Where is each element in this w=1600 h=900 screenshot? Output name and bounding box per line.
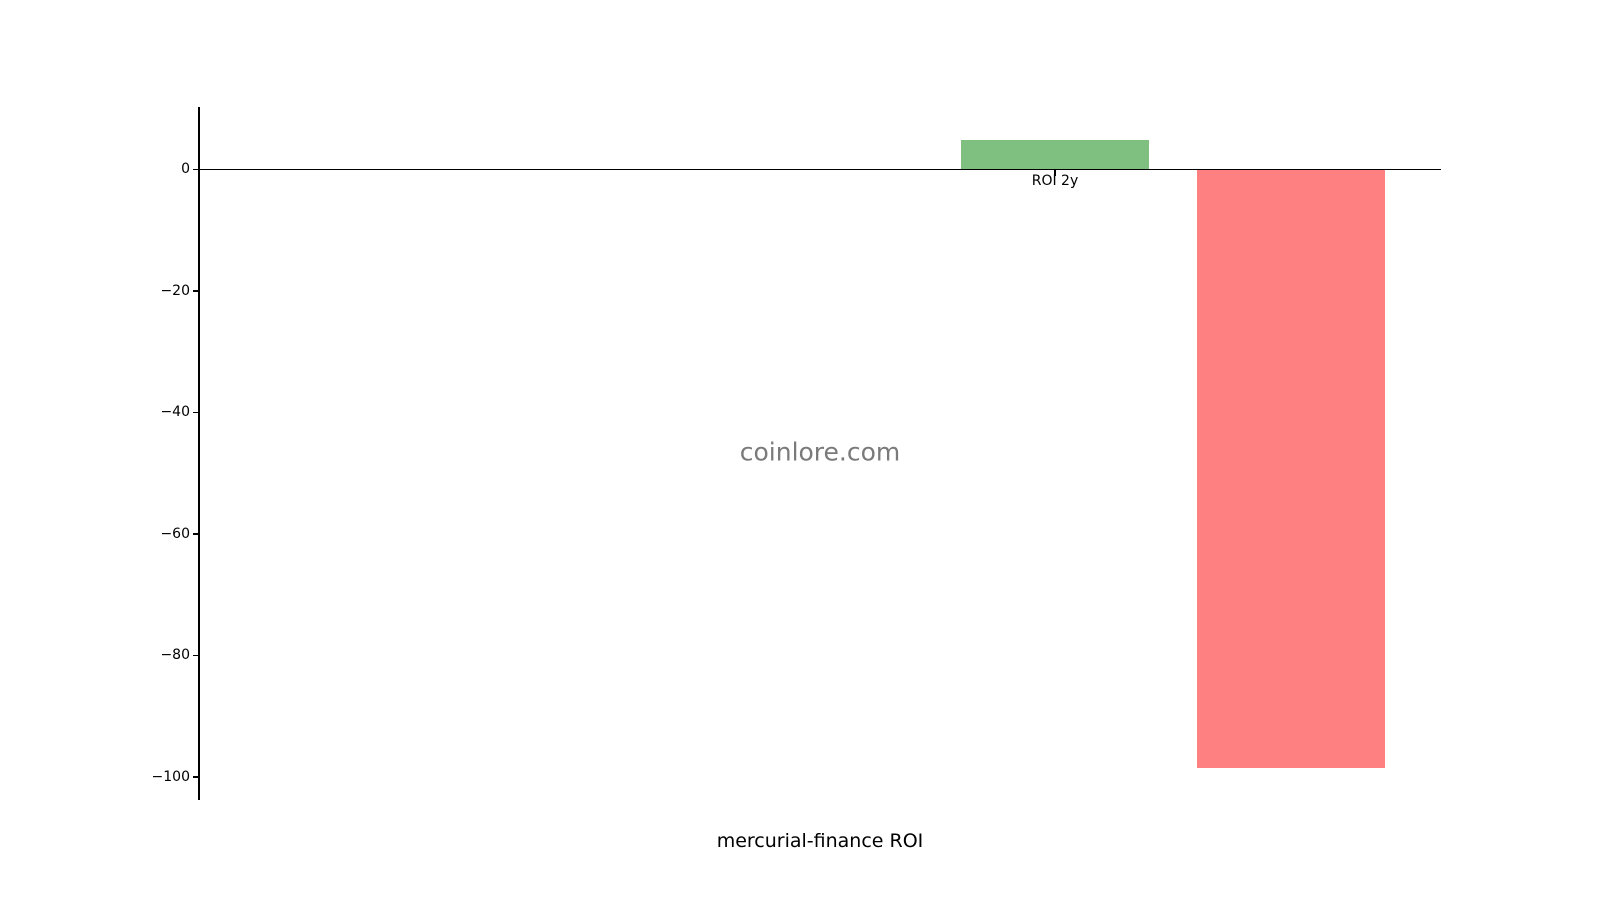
- x-axis-title: mercurial-finance ROI: [716, 830, 924, 852]
- y-tick-mark: [193, 654, 199, 657]
- y-tick-label: 0: [181, 161, 190, 177]
- y-tick-mark: [193, 411, 199, 414]
- bar-roi-2y: [961, 139, 1149, 170]
- y-tick-mark: [193, 533, 199, 535]
- zero-axis-line: [198, 168, 1442, 171]
- x-tick-label: ROI 2y: [1031, 173, 1079, 189]
- watermark-text: coinlore.com: [739, 437, 901, 467]
- y-tick-mark: [193, 290, 199, 292]
- y-tick-label: −20: [160, 282, 190, 299]
- y-tick-label: −40: [160, 404, 190, 420]
- y-tick-label: −80: [160, 647, 190, 663]
- y-axis-spine: [198, 107, 200, 800]
- y-tick-mark: [193, 776, 199, 778]
- y-tick-label: −100: [151, 768, 190, 785]
- bar-1: [1197, 169, 1385, 768]
- y-tick-mark: [193, 168, 199, 171]
- y-tick-label: −60: [160, 525, 190, 542]
- x-tick-mark: [1054, 169, 1056, 176]
